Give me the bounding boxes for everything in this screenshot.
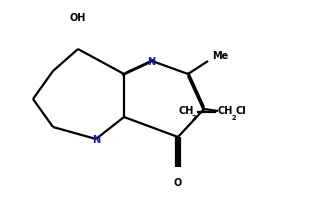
Text: N: N — [92, 134, 100, 144]
Text: 2: 2 — [231, 114, 236, 120]
Text: 2: 2 — [191, 114, 196, 120]
Text: CH: CH — [218, 105, 233, 115]
Text: OH: OH — [70, 13, 86, 23]
Text: CH: CH — [178, 105, 193, 115]
Text: N: N — [147, 57, 155, 67]
Text: O: O — [174, 177, 182, 187]
Text: Cl: Cl — [236, 105, 247, 115]
Text: Me: Me — [212, 51, 228, 61]
